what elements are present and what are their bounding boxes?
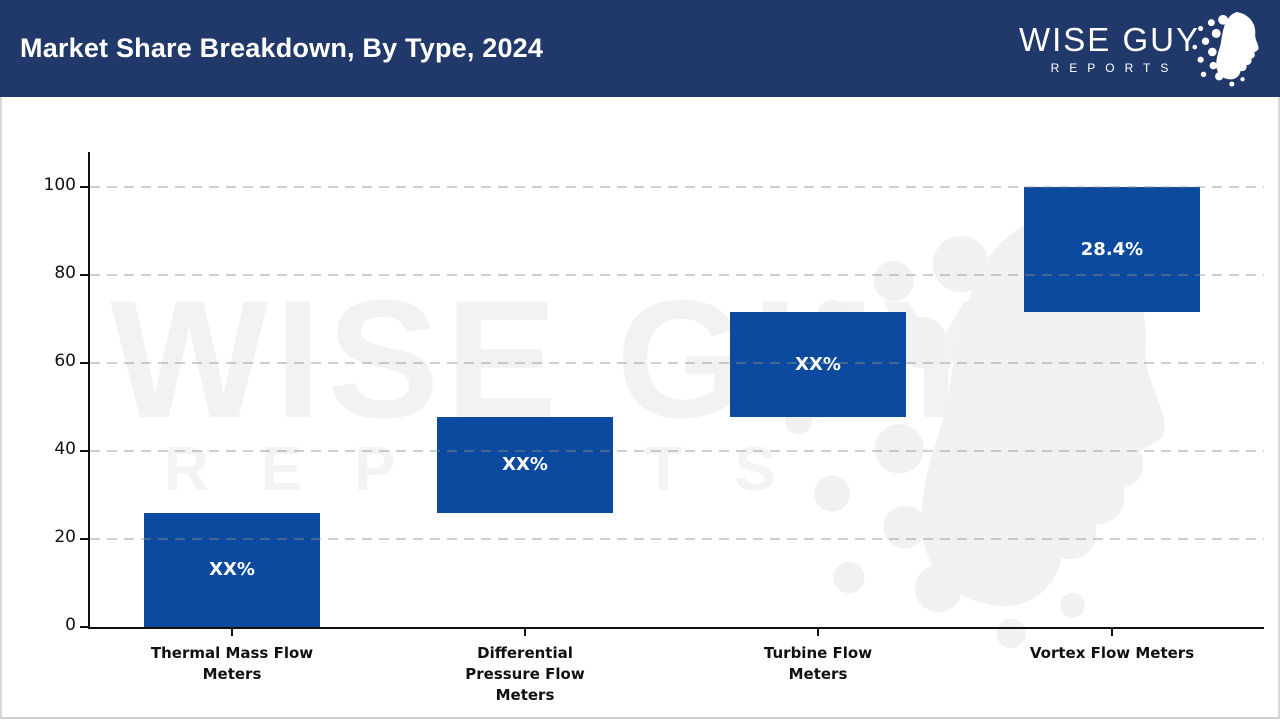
y-tick-mark [80, 274, 88, 276]
x-tick-mark [231, 629, 233, 636]
y-tick-mark [80, 450, 88, 452]
bar-segment: XX% [437, 417, 613, 513]
y-tick-label: 60 [54, 351, 76, 371]
x-category-label: Thermal Mass Flow Meters [150, 644, 314, 683]
bar-segment: 28.4% [1024, 187, 1200, 312]
wise-guy-logo: WISE GUY REPORTS [1019, 8, 1264, 90]
bar-value-label: XX% [795, 354, 841, 376]
y-tick-label: 20 [54, 527, 76, 547]
y-gridline [90, 362, 1264, 364]
y-tick-mark [80, 626, 88, 628]
y-tick-mark [80, 538, 88, 540]
x-category-label: Vortex Flow Meters [1029, 644, 1195, 662]
y-tick-label: 40 [54, 439, 76, 459]
logo-subtitle: REPORTS [1050, 60, 1179, 75]
x-category-label: Turbine Flow Meters [763, 644, 873, 683]
y-gridline [90, 538, 1264, 540]
y-tick-mark [80, 186, 88, 188]
x-tick-mark [524, 629, 526, 636]
y-tick-mark [80, 362, 88, 364]
plot-area: 0 20 40 60 80 100 XX% Thermal Mass Flow Meters XX… [2, 97, 1278, 717]
bar-segment: XX% [144, 512, 320, 627]
chart-title: Market Share Breakdown, By Type, 2024 [20, 33, 544, 63]
y-axis-line [88, 152, 90, 629]
x-category-label: Differential Pressure Flow Meters [465, 644, 585, 704]
y-tick-label: 0 [65, 615, 76, 635]
bar-value-label: XX% [502, 454, 548, 476]
x-tick-mark [1111, 629, 1113, 636]
dotted-head-icon [1186, 8, 1264, 90]
y-tick-label: 80 [54, 263, 76, 283]
x-axis-line [88, 627, 1264, 629]
y-gridline [90, 186, 1264, 188]
bar-segment: XX% [730, 311, 906, 418]
chart-area: WISE GUY REPORTS 020406080100XX%Thermal … [2, 97, 1278, 717]
y-tick-label: 100 [43, 175, 76, 195]
logo-wordmark: WISE GUY [1018, 20, 1200, 58]
y-gridline [90, 450, 1264, 452]
header-bar: Market Share Breakdown, By Type, 2024 WI… [0, 0, 1280, 97]
logo-text: WISE GUY REPORTS [1019, 23, 1200, 75]
x-tick-mark [817, 629, 819, 636]
bar-value-label: XX% [209, 559, 255, 581]
y-gridline [90, 274, 1264, 276]
bar-value-label: 28.4% [1080, 238, 1144, 260]
